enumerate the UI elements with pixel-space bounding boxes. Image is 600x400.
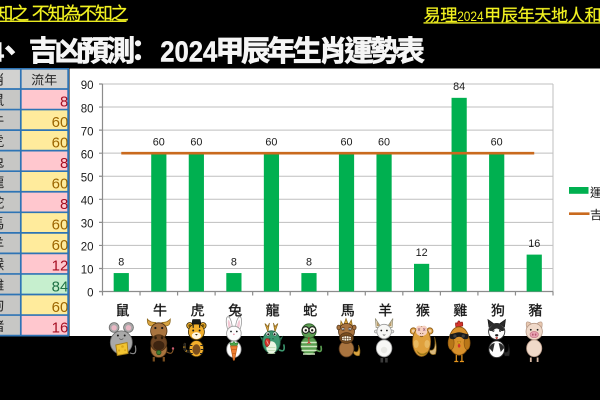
svg-text:84: 84: [453, 81, 465, 93]
svg-text:12: 12: [52, 258, 69, 275]
svg-text:50: 50: [81, 172, 94, 184]
svg-text:60: 60: [52, 217, 69, 234]
svg-text:12: 12: [416, 247, 428, 259]
svg-text:84: 84: [52, 278, 69, 295]
svg-text:60: 60: [341, 136, 353, 148]
svg-text:60: 60: [52, 134, 69, 151]
svg-text:8: 8: [60, 93, 68, 110]
svg-text:60: 60: [81, 149, 94, 161]
svg-text:80: 80: [81, 103, 94, 115]
svg-text:8: 8: [60, 196, 68, 213]
svg-text:40: 40: [81, 196, 94, 208]
svg-text:8: 8: [60, 155, 68, 172]
svg-text:60: 60: [153, 136, 165, 148]
svg-text:20: 20: [81, 242, 94, 254]
svg-text:60: 60: [52, 176, 69, 193]
svg-text:4: 4: [0, 36, 4, 67]
svg-text:60: 60: [52, 237, 69, 254]
svg-text:16: 16: [528, 238, 540, 250]
svg-text:8: 8: [306, 256, 312, 268]
svg-text:30: 30: [81, 219, 94, 231]
svg-text:60: 60: [52, 299, 69, 316]
svg-text:16: 16: [52, 319, 69, 336]
svg-text:60: 60: [265, 136, 277, 148]
svg-text:8: 8: [231, 256, 237, 268]
svg-text:8: 8: [118, 256, 124, 268]
svg-text:2024: 2024: [457, 8, 484, 24]
svg-text:90: 90: [81, 80, 94, 92]
svg-text:0: 0: [87, 288, 93, 300]
svg-text:70: 70: [81, 126, 94, 138]
svg-text:10: 10: [81, 265, 94, 277]
svg-text:60: 60: [52, 114, 69, 131]
svg-text:60: 60: [491, 136, 503, 148]
svg-text:60: 60: [190, 136, 202, 148]
svg-text:60: 60: [378, 136, 390, 148]
svg-text:2024: 2024: [160, 36, 217, 68]
